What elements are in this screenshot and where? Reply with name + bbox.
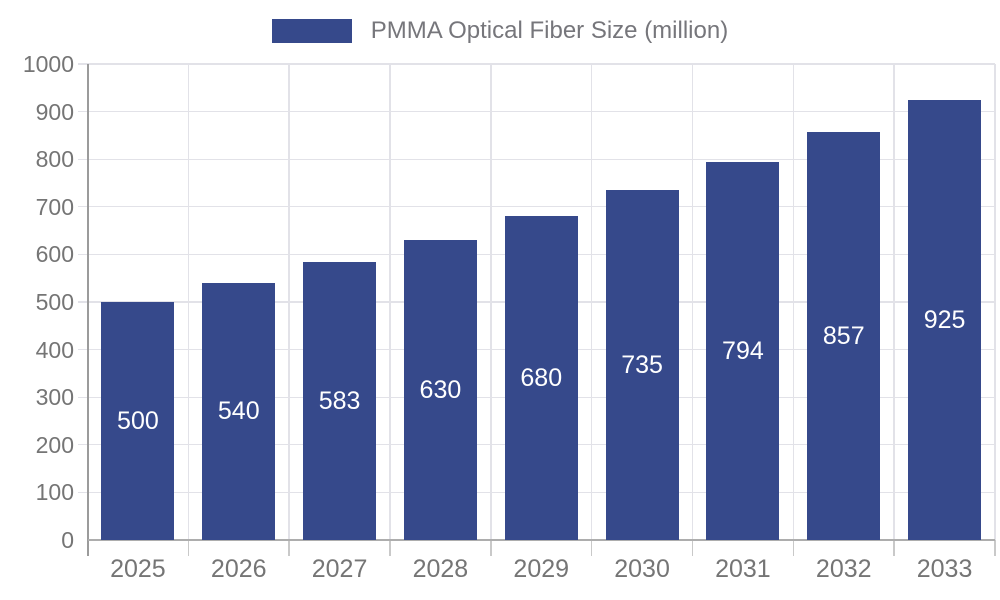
y-axis-tick-label: 500 xyxy=(35,289,74,315)
gridline-horizontal xyxy=(77,63,995,65)
x-axis-tick-label: 2027 xyxy=(311,555,368,583)
x-axis-tick-label: 2031 xyxy=(715,555,771,583)
y-axis-tick-label: 1000 xyxy=(22,51,74,77)
bar-2029 xyxy=(504,216,578,540)
gridline-vertical xyxy=(590,64,593,540)
x-axis-tick xyxy=(590,540,593,556)
x-axis-tick xyxy=(389,540,391,556)
gridline-vertical xyxy=(691,64,694,540)
bar-2032 xyxy=(807,132,881,540)
x-axis-tick xyxy=(187,540,190,556)
x-axis-tick xyxy=(792,540,795,556)
x-axis-tick-label: 2030 xyxy=(614,555,670,583)
bar-2033 xyxy=(908,99,982,540)
gridline-vertical xyxy=(389,64,391,540)
y-axis-line xyxy=(86,64,89,556)
y-axis-tick-label: 900 xyxy=(35,98,74,125)
bar-value-label: 680 xyxy=(520,364,563,393)
x-axis-tick-label: 2026 xyxy=(210,555,267,583)
gridline-vertical xyxy=(792,64,795,540)
bar-2026 xyxy=(202,282,276,540)
bar-value-label: 925 xyxy=(923,305,966,334)
y-axis-tick-label: 600 xyxy=(35,241,74,268)
x-axis-tick xyxy=(288,540,290,556)
legend[interactable]: PMMA Optical Fiber Size (million) xyxy=(0,19,1000,43)
bar-2031 xyxy=(706,162,780,540)
bar-2030 xyxy=(605,190,679,540)
y-axis-tick-label: 0 xyxy=(61,527,74,553)
gridline-vertical xyxy=(893,64,895,540)
y-axis-tick-label: 300 xyxy=(35,384,74,411)
gridline-horizontal xyxy=(77,110,995,113)
bar-2028 xyxy=(403,240,477,540)
x-axis-tick-label: 2032 xyxy=(815,555,872,583)
gridline-vertical xyxy=(490,64,492,540)
bar-2027 xyxy=(303,262,377,540)
x-axis-tick xyxy=(490,540,492,556)
x-axis-tick xyxy=(691,540,694,556)
x-axis-tick-label: 2029 xyxy=(513,555,570,583)
x-axis-tick xyxy=(994,540,996,556)
y-axis-tick-label: 200 xyxy=(35,431,74,458)
legend-swatch xyxy=(271,19,352,43)
gridline-horizontal xyxy=(77,158,995,160)
bar-value-label: 794 xyxy=(722,337,764,366)
bar-value-label: 857 xyxy=(822,322,865,351)
gridline-vertical xyxy=(288,64,290,540)
bar-2025 xyxy=(101,302,175,540)
bar-value-label: 500 xyxy=(117,407,159,435)
y-axis-tick-label: 400 xyxy=(35,336,74,363)
x-axis-line xyxy=(87,539,995,541)
gridline-horizontal xyxy=(77,206,995,208)
y-axis-tick-label: 800 xyxy=(35,146,74,173)
x-axis-tick-label: 2033 xyxy=(916,555,973,583)
bar-value-label: 540 xyxy=(217,397,260,426)
legend-label: PMMA Optical Fiber Size (million) xyxy=(370,17,729,44)
bar-value-label: 583 xyxy=(318,387,361,416)
y-axis-tick-label: 100 xyxy=(35,479,74,506)
bar-value-label: 630 xyxy=(419,376,462,405)
bar-value-label: 735 xyxy=(621,351,663,380)
x-axis-tick xyxy=(893,540,895,556)
x-axis-tick-label: 2028 xyxy=(412,555,469,583)
y-axis-tick-label: 700 xyxy=(35,193,74,220)
gridline-vertical xyxy=(994,64,996,540)
x-axis-tick-label: 2025 xyxy=(110,555,166,583)
gridline-vertical xyxy=(187,64,190,540)
